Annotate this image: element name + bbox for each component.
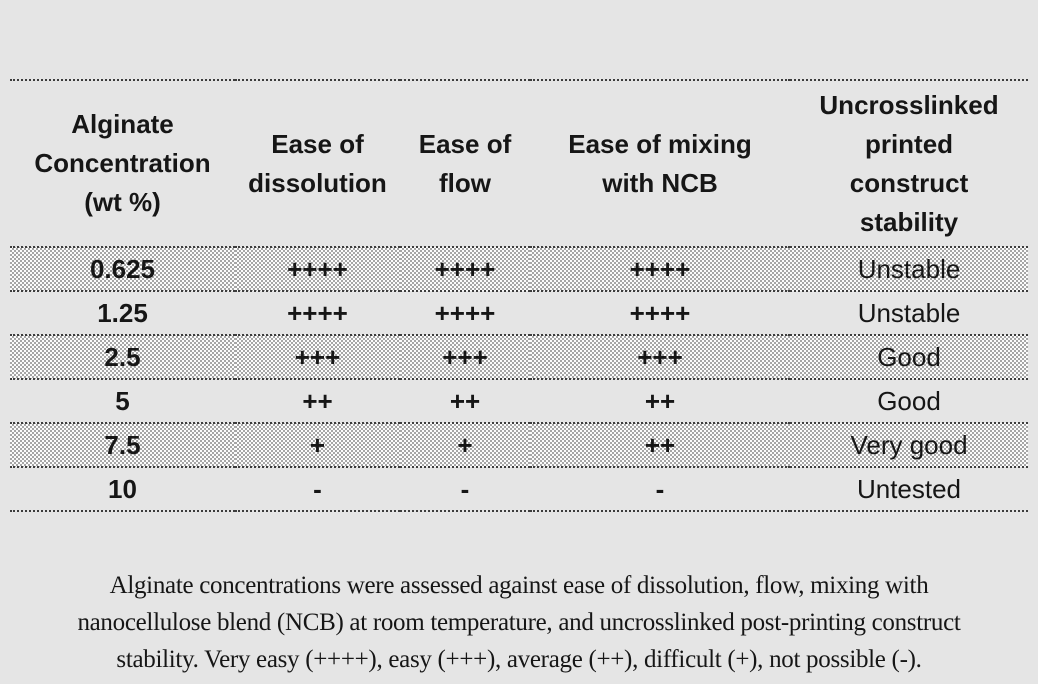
table-row: 0.625 ++++ ++++ ++++ Unstable — [10, 246, 1028, 292]
cell-concentration: 0.625 — [10, 246, 235, 292]
cell-concentration: 5 — [115, 385, 130, 416]
cell-stability: Unstable — [790, 246, 1028, 292]
cell-flow: ++++ — [400, 246, 530, 292]
column-header-flow: Ease of flow — [400, 79, 530, 247]
cell-mixing: ++++ — [629, 297, 691, 328]
table-row: 1.25 ++++ ++++ ++++ Unstable — [10, 291, 1028, 335]
table-header: Alginate Concentration (wt %) Ease of di… — [10, 79, 1028, 247]
cell-flow: + — [400, 422, 530, 468]
table-caption: Alginate concentrations were assessed ag… — [77, 572, 961, 673]
cell-concentration: 7.5 — [10, 422, 235, 468]
cell-dissolution: ++++ — [287, 297, 348, 328]
table-row: 5 ++ ++ ++ Good — [10, 379, 1028, 423]
column-header-mixing: Ease of mixing with NCB — [530, 79, 790, 247]
cell-flow: ++++ — [434, 297, 496, 328]
cell-stability: Very good — [790, 422, 1028, 468]
table-row: 2.5 +++ +++ +++ Good — [10, 334, 1028, 380]
cell-concentration: 1.25 — [97, 297, 148, 328]
cell-flow: +++ — [400, 334, 530, 380]
cell-concentration: 2.5 — [10, 334, 235, 380]
cell-concentration: 10 — [10, 467, 235, 512]
alginate-properties-table: Alginate Concentration (wt %) Ease of di… — [10, 79, 1028, 512]
cell-mixing: ++++ — [530, 246, 790, 292]
cell-dissolution: ++ — [302, 385, 333, 416]
column-header-concentration: Alginate Concentration (wt %) — [10, 79, 235, 247]
table-body: 0.625 ++++ ++++ ++++ Unstable 1.25 ++++ … — [10, 246, 1028, 512]
cell-mixing: ++ — [644, 385, 676, 416]
column-header-stability: Uncrosslinked printed construct stabilit… — [790, 79, 1028, 247]
table-row: 7.5 + + ++ Very good — [10, 422, 1028, 468]
cell-dissolution: + — [235, 422, 400, 468]
cell-dissolution: - — [235, 467, 400, 512]
cell-stability: Good — [877, 385, 941, 416]
cell-flow: - — [400, 467, 530, 512]
cell-dissolution: +++ — [235, 334, 400, 380]
cell-mixing: ++ — [530, 422, 790, 468]
header-row: Alginate Concentration (wt %) Ease of di… — [10, 79, 1028, 247]
cell-flow: ++ — [449, 385, 481, 416]
column-header-dissolution: Ease of dissolution — [235, 79, 400, 247]
table-row: 10 - - - Untested — [10, 467, 1028, 512]
cell-stability: Unstable — [857, 297, 961, 328]
cell-dissolution: ++++ — [235, 246, 400, 292]
cell-stability: Untested — [790, 467, 1028, 512]
cell-mixing: - — [530, 467, 790, 512]
cell-stability: Good — [790, 334, 1028, 380]
cell-mixing: +++ — [530, 334, 790, 380]
